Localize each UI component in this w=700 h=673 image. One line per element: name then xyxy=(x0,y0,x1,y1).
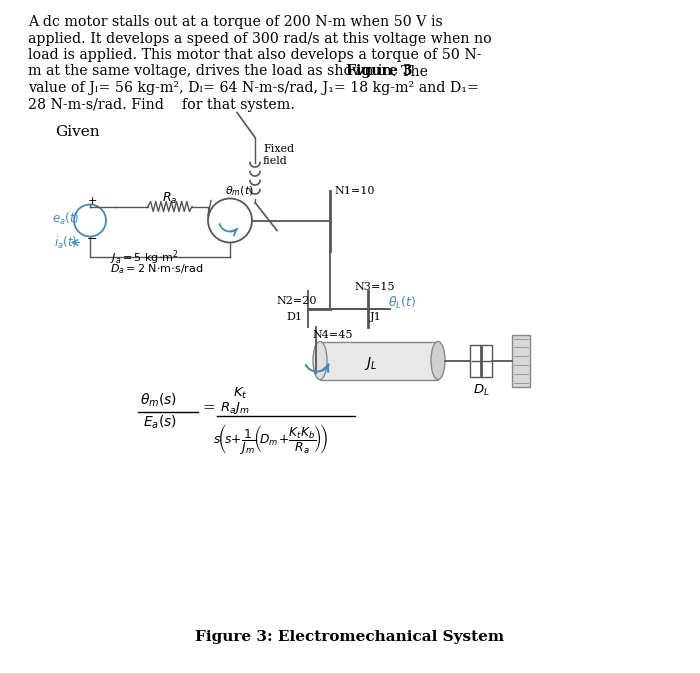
Bar xyxy=(320,341,438,380)
Text: $\theta_L(t)$: $\theta_L(t)$ xyxy=(388,295,416,311)
Text: −: − xyxy=(87,232,97,246)
Text: D1: D1 xyxy=(286,312,302,322)
Text: applied. It develops a speed of 300 rad/s at this voltage when no: applied. It develops a speed of 300 rad/… xyxy=(28,32,491,46)
Text: J1: J1 xyxy=(370,312,382,322)
Text: load is applied. This motor that also develops a torque of 50 N-: load is applied. This motor that also de… xyxy=(28,48,482,62)
Text: $\theta_m(t)$: $\theta_m(t)$ xyxy=(225,184,254,198)
Text: $R_a J_m$: $R_a J_m$ xyxy=(220,400,250,417)
Text: m at the same voltage, drives the load as shown in: m at the same voltage, drives the load a… xyxy=(28,65,396,79)
Text: Given: Given xyxy=(55,125,99,139)
Text: N1=10: N1=10 xyxy=(334,186,374,197)
Text: field: field xyxy=(263,155,288,166)
Ellipse shape xyxy=(431,341,445,380)
Text: N3=15: N3=15 xyxy=(354,283,395,293)
Text: $K_t$: $K_t$ xyxy=(232,386,247,400)
Text: $i_a(t)$: $i_a(t)$ xyxy=(54,234,78,250)
Text: $D_L$: $D_L$ xyxy=(473,382,489,398)
Text: . The: . The xyxy=(392,65,428,79)
Text: $s\!\left(\!s\!+\!\dfrac{1}{J_m}\!\left(\!D_m\!+\!\dfrac{K_t K_b}{R_a}\!\right)\: $s\!\left(\!s\!+\!\dfrac{1}{J_m}\!\left(… xyxy=(213,421,328,456)
Text: Figure 3: Electromechanical System: Figure 3: Electromechanical System xyxy=(195,630,505,644)
Text: $E_a(s)$: $E_a(s)$ xyxy=(143,413,177,431)
Text: N4=45: N4=45 xyxy=(312,330,353,341)
Text: $e_a(t)$: $e_a(t)$ xyxy=(52,211,79,227)
Text: N2=20: N2=20 xyxy=(276,297,316,306)
Bar xyxy=(512,334,530,386)
Text: $\theta_m(s)$: $\theta_m(s)$ xyxy=(140,392,177,409)
Text: value of Jₗ= 56 kg-m², Dₗ= 64 N-m-s/rad, J₁= 18 kg-m² and D₁=: value of Jₗ= 56 kg-m², Dₗ= 64 N-m-s/rad,… xyxy=(28,81,479,95)
Text: A dc motor stalls out at a torque of 200 N-m when 50 V is: A dc motor stalls out at a torque of 200… xyxy=(28,15,442,29)
Text: =: = xyxy=(202,402,215,415)
Text: $J_L$: $J_L$ xyxy=(365,355,377,372)
Text: $J_a = 5\ \mathrm{kg{\cdot}m^2}$: $J_a = 5\ \mathrm{kg{\cdot}m^2}$ xyxy=(110,248,178,267)
Text: +: + xyxy=(88,197,97,207)
Text: 28 N-m-s/rad. Find    for that system.: 28 N-m-s/rad. Find for that system. xyxy=(28,98,295,112)
Ellipse shape xyxy=(313,341,327,380)
Text: Fixed: Fixed xyxy=(263,143,294,153)
Text: $R_a$: $R_a$ xyxy=(162,190,178,205)
Text: $D_a = 2\ \mathrm{N{\cdot}m{\cdot}s/rad}$: $D_a = 2\ \mathrm{N{\cdot}m{\cdot}s/rad}… xyxy=(110,262,203,277)
Text: Figure 3: Figure 3 xyxy=(346,65,412,79)
Bar xyxy=(470,345,492,376)
